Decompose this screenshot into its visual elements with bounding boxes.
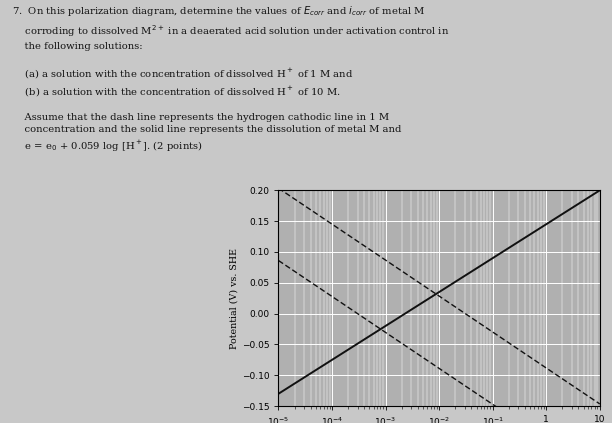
Y-axis label: Potential (V) vs. SHE: Potential (V) vs. SHE: [230, 248, 239, 349]
Text: 7.  On this polarization diagram, determine the values of $E_{corr}$ and $i_{cor: 7. On this polarization diagram, determi…: [12, 4, 450, 154]
